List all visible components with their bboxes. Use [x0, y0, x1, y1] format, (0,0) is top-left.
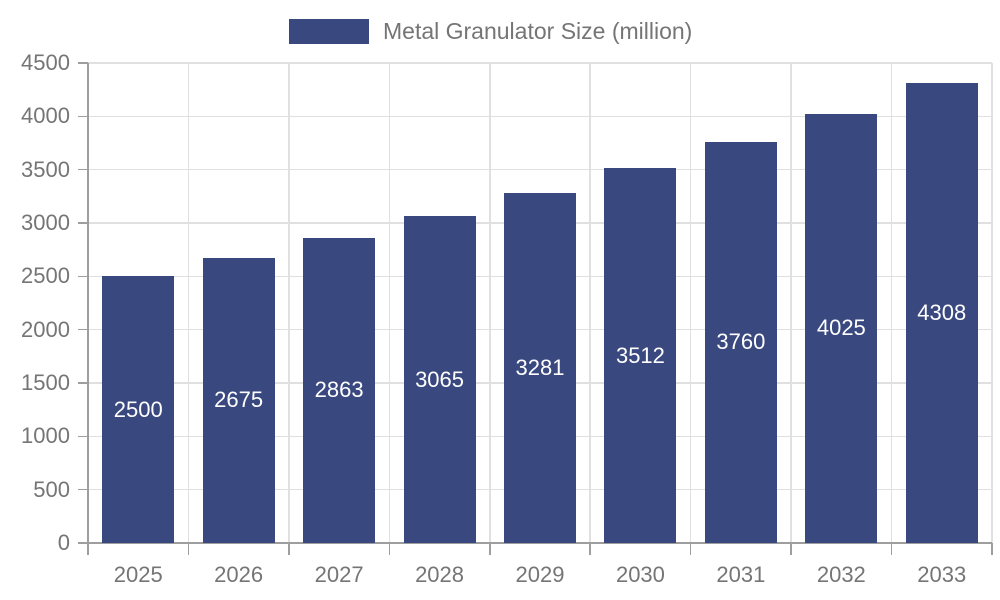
x-axis-tick	[890, 543, 893, 555]
gridline-vertical	[991, 63, 993, 543]
y-axis-tick	[78, 542, 88, 544]
x-axis-tick	[288, 543, 290, 555]
bar-value-label: 2500	[113, 396, 163, 422]
y-axis-tick	[78, 382, 88, 384]
x-axis-tick-label: 2026	[214, 562, 264, 587]
bar-value-label: 4025	[816, 315, 866, 341]
gridline-vertical	[489, 63, 491, 543]
bar-value-label: 3512	[615, 342, 665, 368]
bar-2032	[805, 113, 878, 543]
gridline-vertical	[790, 63, 792, 543]
bar-2033	[905, 83, 978, 543]
legend-swatch[interactable]	[289, 19, 369, 44]
y-axis-tick	[78, 488, 88, 491]
chart-legend[interactable]: Metal Granulator Size (million)	[289, 18, 692, 45]
bar-value-label: 3281	[515, 355, 565, 380]
y-axis-tick-label: 3000	[21, 210, 70, 235]
bar-2028	[403, 216, 476, 543]
bar-value-label: 3760	[716, 329, 766, 355]
y-axis-tick	[78, 275, 88, 278]
y-axis-tick-label: 1500	[21, 370, 70, 395]
y-axis-tick	[78, 62, 88, 64]
bar-2029	[504, 193, 576, 543]
y-axis-tick-label: 1000	[21, 423, 70, 449]
legend-label[interactable]: Metal Granulator Size (million)	[383, 18, 693, 44]
y-axis-tick-label: 2000	[21, 316, 70, 342]
gridline-horizontal	[88, 115, 992, 118]
gridline-vertical	[689, 63, 692, 543]
x-axis-tick	[589, 543, 591, 555]
x-axis-tick-label: 2029	[515, 562, 565, 587]
y-axis-tick	[78, 168, 88, 171]
x-axis-tick	[689, 543, 692, 555]
x-axis-tick	[489, 543, 491, 555]
y-axis-tick-label: 4000	[21, 103, 70, 129]
y-axis-tick-label: 500	[33, 476, 70, 502]
x-axis-tick	[388, 543, 391, 555]
x-axis-tick	[790, 543, 792, 555]
gridline-vertical	[388, 63, 391, 543]
x-axis-tick	[187, 543, 190, 555]
x-axis-line	[88, 542, 992, 544]
y-axis-tick	[78, 222, 88, 224]
x-axis-tick-label: 2025	[113, 562, 163, 587]
gridline-horizontal	[88, 62, 992, 64]
x-axis-tick-label: 2033	[917, 562, 967, 587]
x-axis-tick-label: 2032	[816, 562, 866, 587]
gridline-vertical	[288, 63, 290, 543]
gridline-vertical	[890, 63, 893, 543]
y-axis-line	[87, 63, 89, 555]
gridline-horizontal	[88, 168, 992, 171]
gridline-vertical	[187, 63, 190, 543]
y-axis-tick-label: 4500	[21, 50, 70, 75]
bar-2025	[102, 276, 175, 543]
y-axis-tick-label: 0	[57, 530, 70, 555]
bar-value-label: 2675	[214, 387, 264, 413]
bar-2030	[604, 168, 677, 543]
x-axis-tick-label: 2027	[314, 562, 364, 587]
y-axis-tick	[78, 328, 88, 331]
x-axis-tick-label: 2028	[415, 562, 465, 587]
bar-2031	[704, 141, 777, 543]
bar-value-label: 4308	[917, 300, 967, 326]
y-axis-tick	[78, 435, 88, 438]
bar-value-label: 2863	[314, 377, 364, 403]
bar-2027	[303, 237, 376, 543]
y-axis-tick-label: 3500	[21, 156, 70, 182]
y-axis-tick	[78, 115, 88, 118]
x-axis-tick-label: 2030	[615, 562, 665, 587]
x-axis-tick-label: 2031	[716, 562, 766, 587]
gridline-vertical	[589, 63, 591, 543]
x-axis-tick	[991, 543, 993, 555]
bar-value-label: 3065	[415, 366, 465, 392]
bar-2026	[202, 257, 275, 543]
y-axis-tick-label: 2500	[21, 263, 70, 289]
